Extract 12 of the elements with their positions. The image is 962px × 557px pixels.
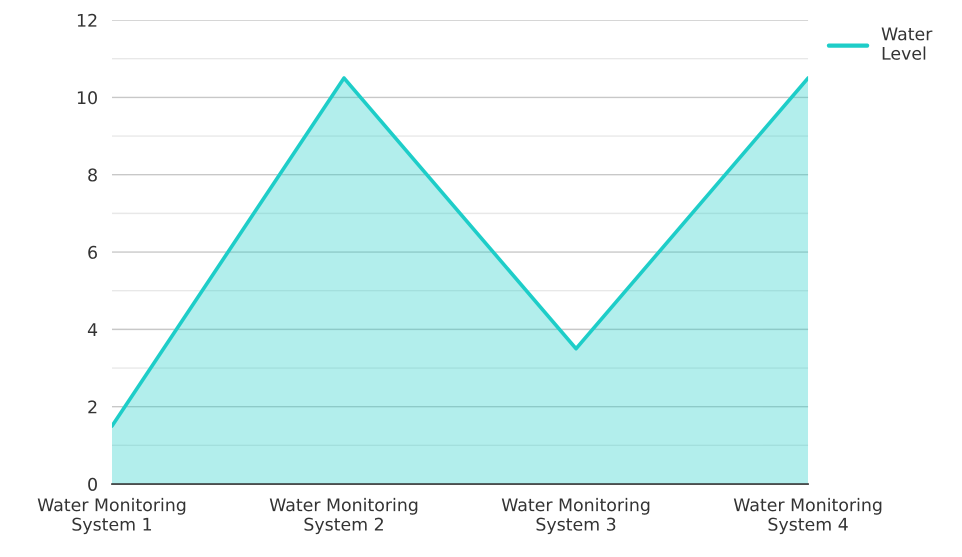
legend-label: Water Level xyxy=(882,28,932,60)
y-tick-label: 6 xyxy=(88,246,97,259)
x-tick-label: Water Monitoring System 3 xyxy=(502,498,650,534)
y-tick-label: 12 xyxy=(78,14,96,27)
y-tick-label: 2 xyxy=(88,400,96,414)
y-tick-label: 0 xyxy=(88,478,97,491)
x-tick-label: Water Monitoring System 2 xyxy=(270,498,418,534)
x-tick-label: Water Monitoring System 4 xyxy=(734,498,882,534)
y-tick-label: 8 xyxy=(88,168,97,182)
y-tick-label: 10 xyxy=(78,91,97,104)
y-tick-label: 4 xyxy=(88,323,98,336)
x-tick-label: Water Monitoring System 1 xyxy=(38,498,186,534)
